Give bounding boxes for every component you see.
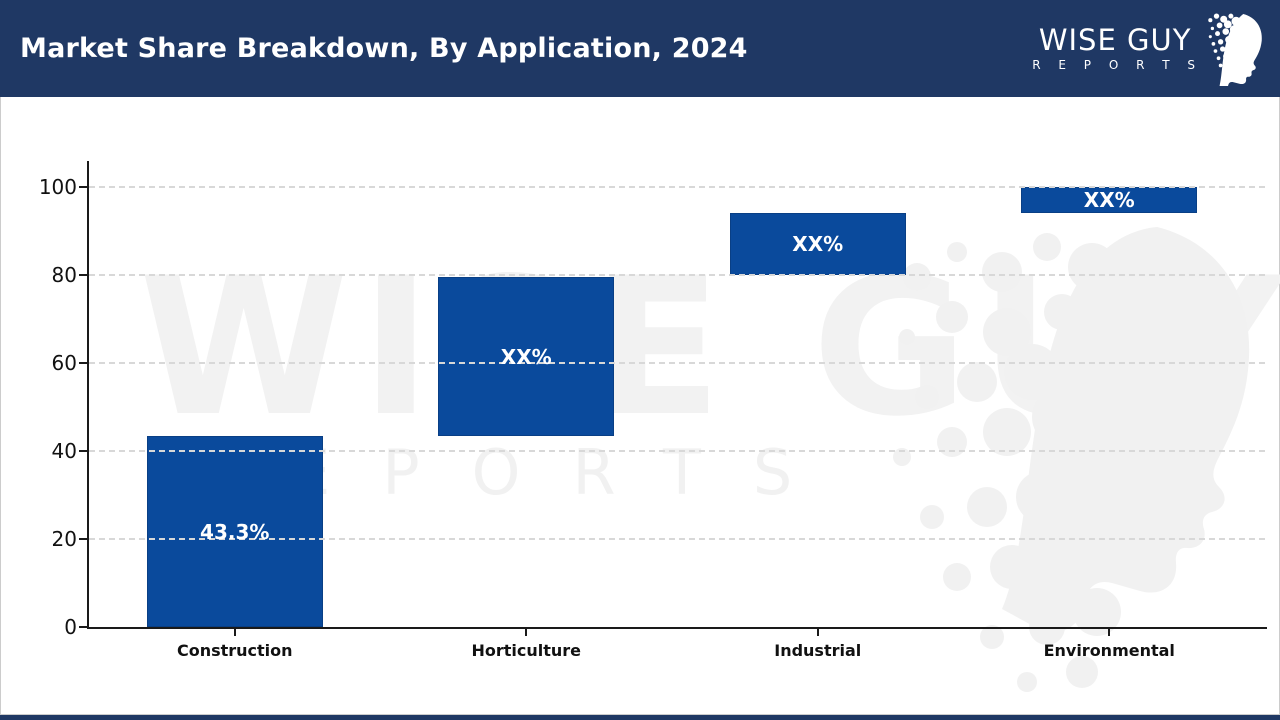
x-tick-label: Construction [176,641,293,660]
y-tick-mark [79,626,87,628]
x-tick-label: Environmental [1043,641,1175,660]
grid-line [89,274,1265,276]
y-tick-label: 60 [51,351,77,375]
chart-canvas: WISE GUY REPORTS 0 20 40 60 80 100 43.3% Constr… [0,97,1280,720]
y-tick-mark [79,186,87,188]
bar-value-label: XX% [792,232,844,257]
bar-value-label: XX% [1083,188,1135,213]
grid-line [89,450,1265,452]
y-tick-mark [79,538,87,540]
bar-value-label: 43.3% [200,519,270,544]
grid-line [89,538,1265,540]
y-tick-label: 40 [51,439,77,463]
x-tick-label: Horticulture [471,641,582,660]
x-tick-label: Industrial [774,641,862,660]
bar-industrial [729,213,906,275]
page-title: Market Share Breakdown, By Application, … [20,33,748,64]
logo-subtitle: R E P O R T S [1032,57,1202,72]
x-tick-mark [233,629,236,636]
y-tick-mark [79,450,87,452]
bar-construction [146,436,323,627]
y-axis-line [87,161,89,629]
logo-face-icon [1208,12,1262,86]
wise-guy-reports-logo: WISE GUY R E P O R T S [1028,12,1266,86]
x-tick-mark [525,629,528,636]
grid-line [89,362,1265,364]
watermark-head-icon [893,227,1250,692]
bottom-border [0,714,1280,715]
plot-area: 0 20 40 60 80 100 43.3% Construction XX% Horticul… [1,97,1280,720]
logo-text: WISE GUY R E P O R T S [1028,23,1202,72]
header-bar: Market Share Breakdown, By Application, … [0,0,1280,97]
y-tick-mark [79,362,87,364]
bar-value-label: XX% [500,344,552,369]
y-tick-label: 80 [51,263,77,287]
y-tick-label: 0 [64,615,77,639]
y-tick-label: 100 [38,175,77,199]
bar-horticulture [438,277,615,437]
footer-bar [0,715,1280,720]
x-tick-mark [1108,629,1111,636]
x-axis-line [87,627,1267,629]
x-tick-mark [816,629,819,636]
y-tick-mark [79,274,87,276]
y-tick-label: 20 [51,527,77,551]
grid-line [89,186,1265,188]
logo-wordmark: WISE GUY [1038,23,1192,58]
